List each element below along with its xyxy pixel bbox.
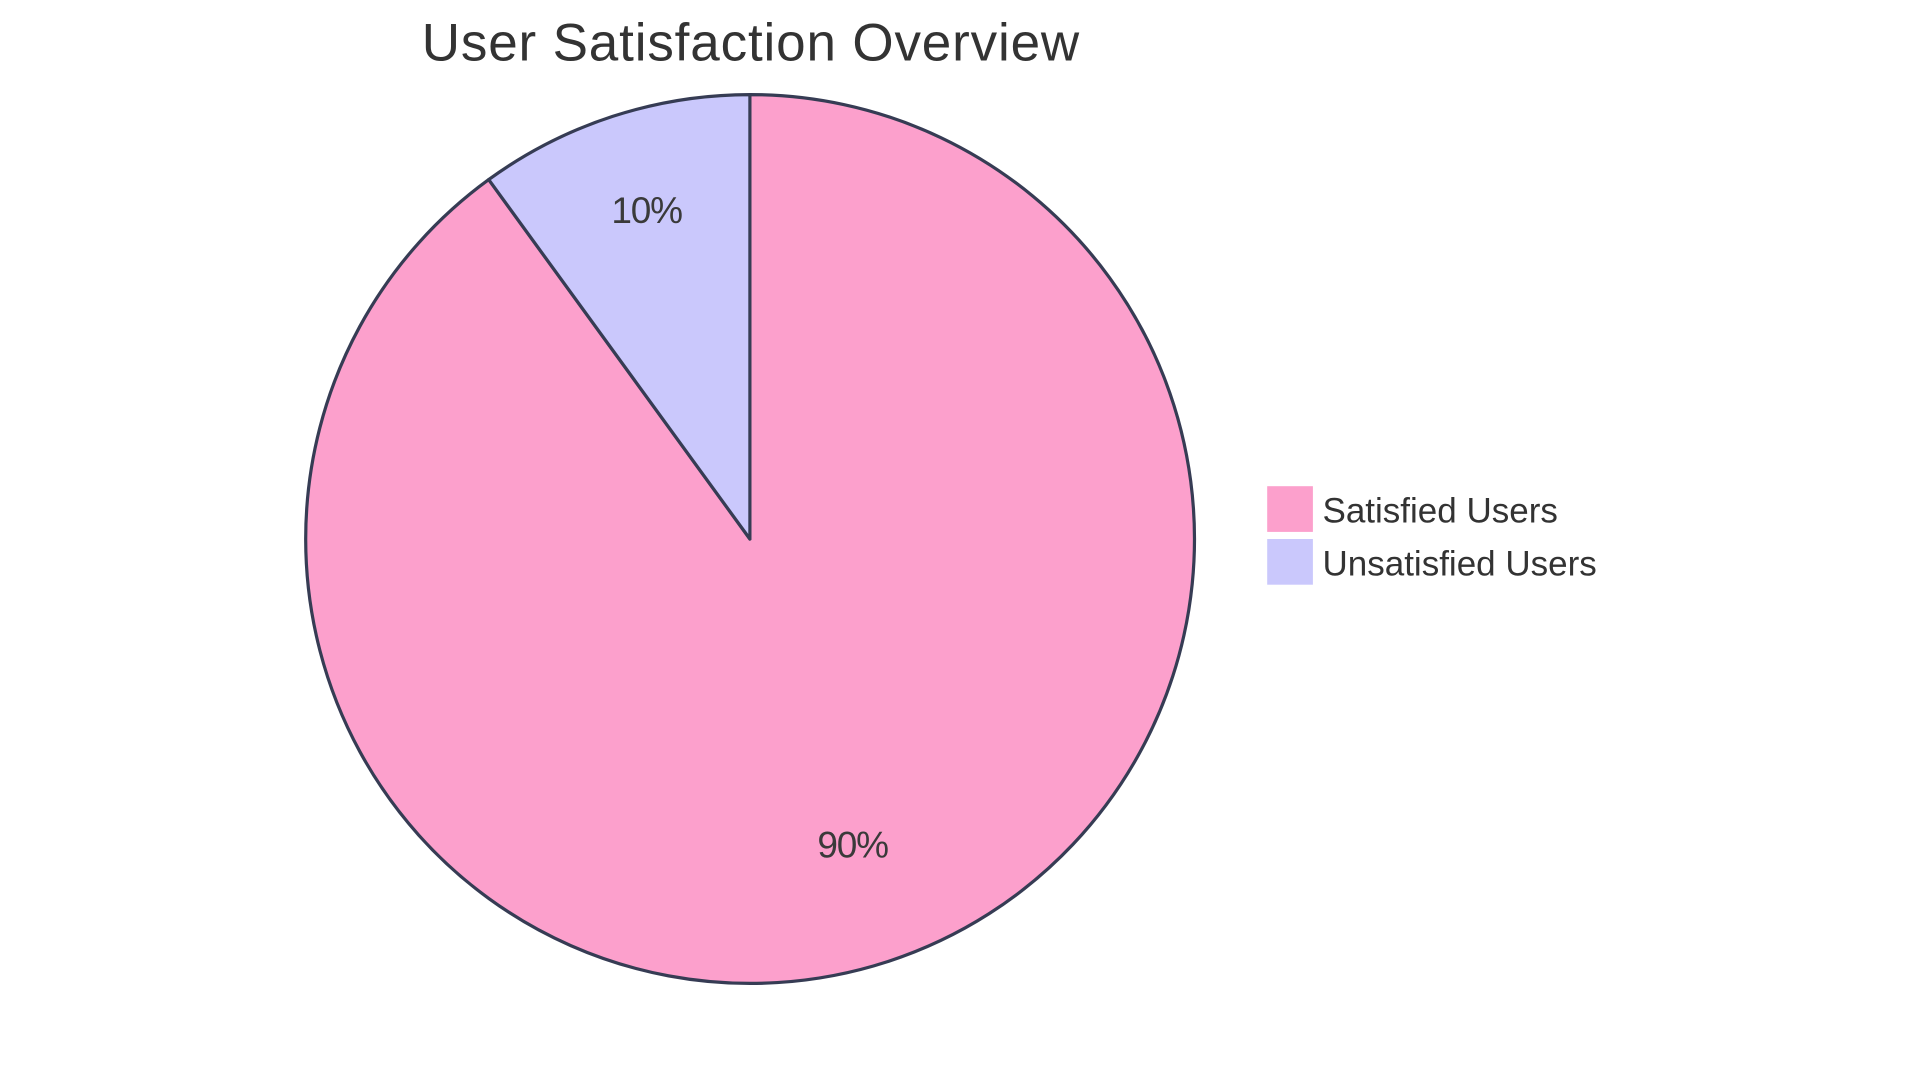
- svg-text:Satisfied Users: Satisfied Users: [1323, 492, 1558, 531]
- svg-text:User Satisfaction Overview: User Satisfaction Overview: [422, 13, 1080, 72]
- svg-text:90%: 90%: [817, 825, 888, 866]
- svg-text:Unsatisfied Users: Unsatisfied Users: [1323, 544, 1597, 583]
- svg-text:10%: 10%: [611, 190, 682, 231]
